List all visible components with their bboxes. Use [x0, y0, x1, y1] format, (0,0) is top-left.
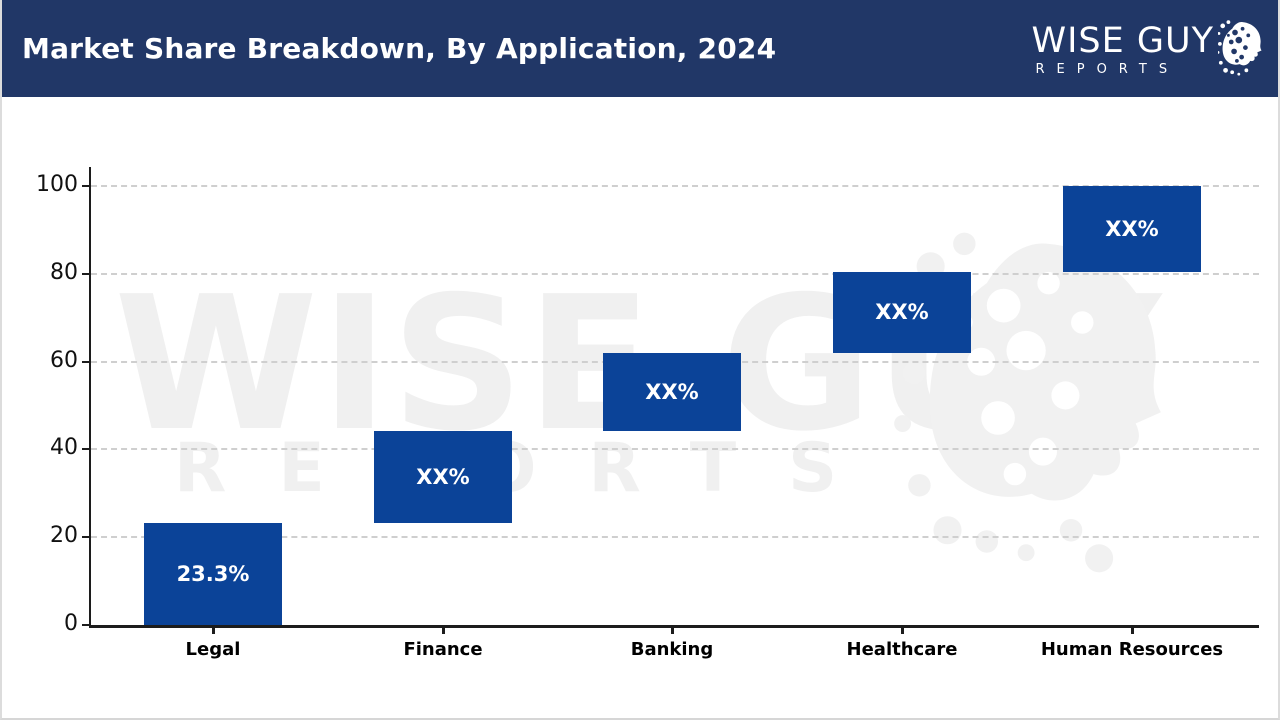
y-axis-line [89, 167, 91, 627]
y-tick-label: 80 [50, 259, 78, 285]
bar-value-label: 23.3% [176, 561, 250, 586]
x-category-label: Finance [403, 639, 483, 660]
bar: XX% [374, 430, 512, 523]
y-tick-label: 100 [36, 172, 78, 197]
bar: XX% [833, 272, 971, 353]
x-category-label: Human Resources [1040, 639, 1224, 660]
x-category-label: Banking [630, 639, 714, 660]
y-tick-mark [82, 624, 91, 626]
y-tick-label: 40 [50, 435, 78, 461]
wise-guy-logo: WISE GUY REPORTS [1031, 6, 1270, 94]
bar: XX% [1063, 186, 1201, 273]
watermark-text-secondary: REPORTS [174, 429, 890, 508]
bar-value-label: XX% [416, 464, 470, 489]
y-tick-label: 20 [50, 523, 78, 549]
y-tick-mark [82, 536, 91, 539]
gridline [91, 448, 1259, 451]
logo-wordmark: WISE GUY [1031, 20, 1214, 61]
x-axis-line [89, 625, 1259, 628]
gridline [91, 185, 1259, 187]
x-tick-mark [442, 625, 445, 634]
y-tick-mark [82, 272, 91, 275]
watermark-head-icon [894, 232, 1161, 573]
x-tick-mark [212, 625, 215, 634]
bar: 23.3% [144, 522, 282, 625]
bar-value-label: XX% [875, 300, 929, 325]
logo-head-icon [1218, 20, 1262, 76]
y-tick-mark [82, 448, 91, 451]
chart-area: WISE GUY REPORTS 23.3%XX%XX%XX%XX% 02040… [2, 97, 1278, 718]
bar-value-label: XX% [1105, 217, 1159, 242]
x-tick-mark [671, 625, 674, 634]
logo-subtext: REPORTS [1035, 62, 1180, 78]
x-category-label: Legal [185, 639, 241, 660]
bar: XX% [603, 352, 741, 431]
y-tick-label: 60 [50, 347, 78, 373]
logo-text: WISE GUY REPORTS [1031, 20, 1214, 78]
chart-title: Market Share Breakdown, By Application, … [22, 32, 777, 65]
gridline [91, 272, 1259, 275]
y-tick-mark [82, 185, 91, 187]
y-tick-label: 0 [64, 611, 78, 636]
gridline [91, 536, 1259, 539]
y-tick-mark [82, 360, 91, 363]
bar-value-label: XX% [645, 379, 699, 404]
x-tick-mark [901, 625, 904, 634]
x-category-label: Healthcare [846, 639, 958, 660]
x-tick-mark [1131, 625, 1134, 634]
header-bar: Market Share Breakdown, By Application, … [2, 0, 1278, 97]
